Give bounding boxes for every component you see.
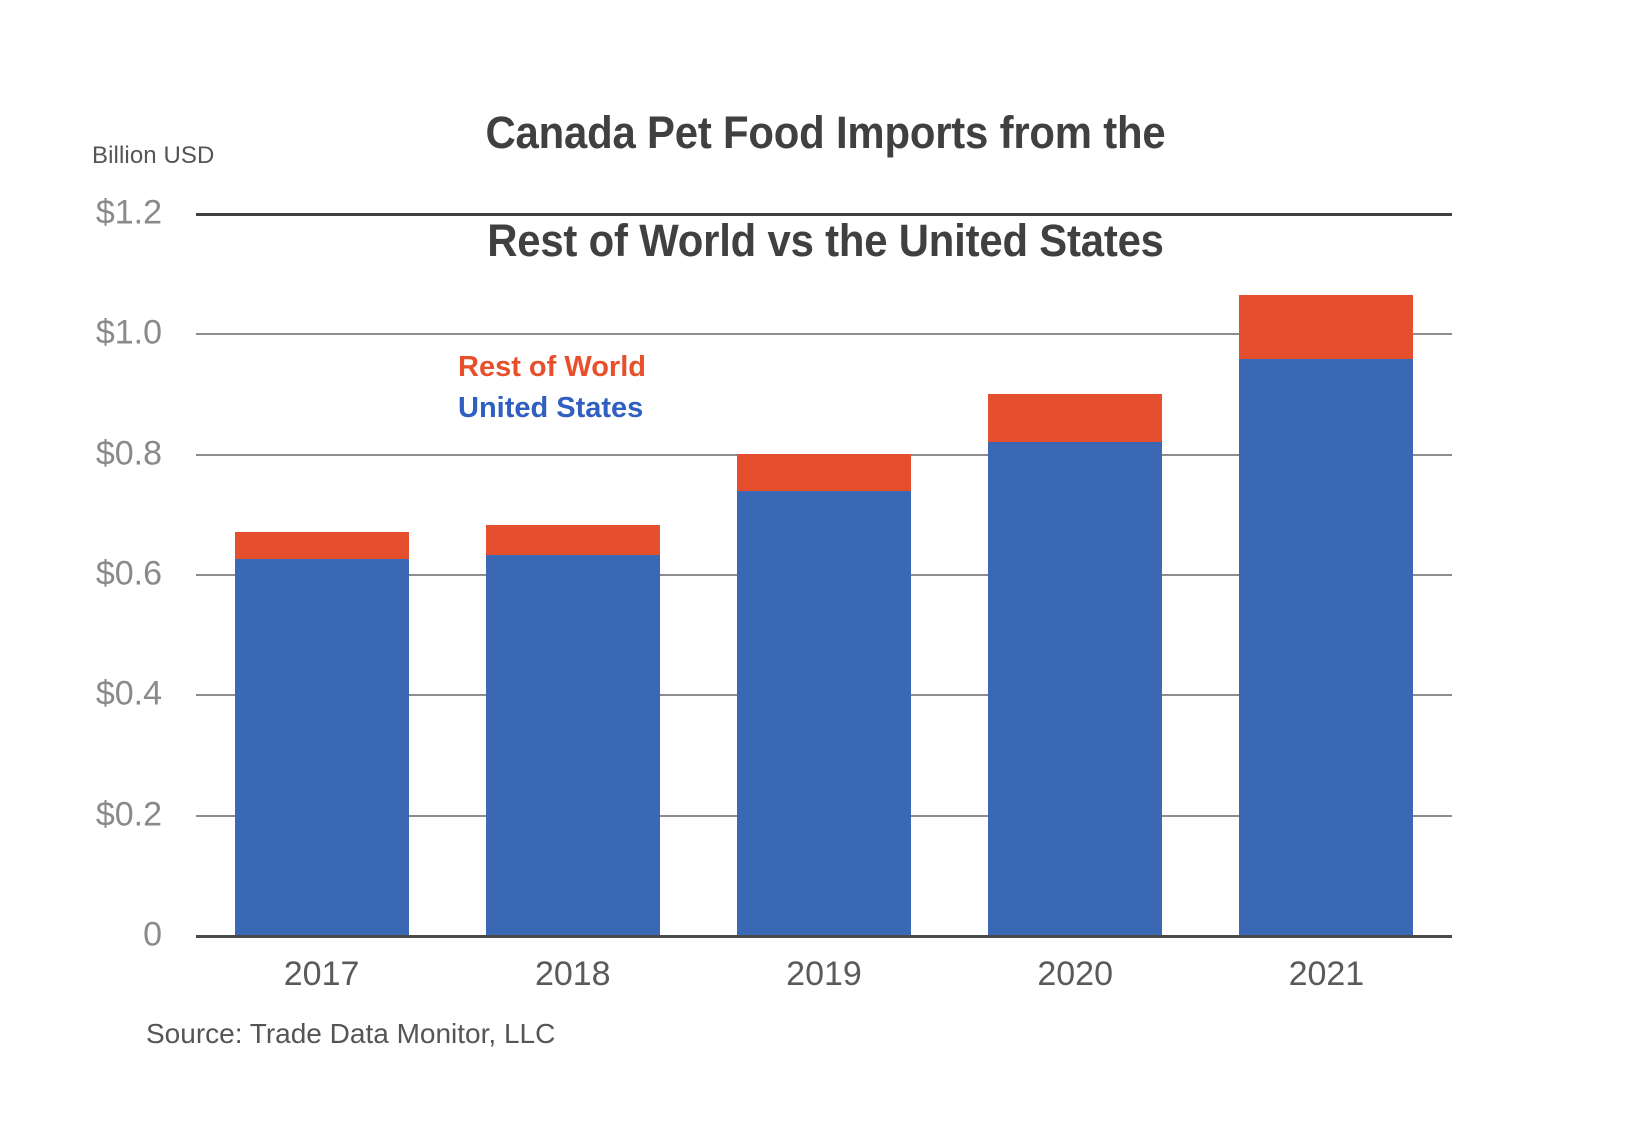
bar-2020[interactable] (988, 393, 1163, 935)
bar-2018[interactable] (485, 524, 660, 935)
bar-segment-united-states[interactable] (485, 554, 660, 935)
bar-2017[interactable] (234, 531, 409, 935)
bar-segment-united-states[interactable] (988, 441, 1163, 935)
plot-area: $1.2 $1.0 $0.8 $0.6 $0.4 $0.2 0 2017 2018 2019 20… (96, 194, 1452, 993)
legend-item-united-states[interactable]: United States (458, 392, 644, 424)
source-note: Source: Trade Data Monitor, LLC (146, 1018, 556, 1049)
legend-item-rest-of-world[interactable]: Rest of World (458, 351, 646, 383)
gridline-0 (196, 935, 1452, 938)
bar-segment-united-states[interactable] (1239, 358, 1414, 935)
y-tick-label: 0 (143, 915, 162, 954)
page-title-line-1: Canada Pet Food Imports from the (485, 107, 1166, 158)
gridline-12 (196, 213, 1452, 216)
y-tick-label: $0.4 (95, 674, 162, 713)
y-tick-label: $0.2 (95, 795, 162, 834)
legend: Rest of World United States (458, 347, 646, 429)
y-tick-label: $1.0 (95, 313, 162, 352)
bar-segment-united-states[interactable] (234, 558, 409, 935)
x-tick-label-2017: 2017 (283, 955, 360, 993)
page-title-line-2: Rest of World vs the United States (487, 215, 1164, 266)
bar-segment-rest-of-world[interactable] (988, 393, 1163, 442)
x-tick-label-2018: 2018 (534, 955, 611, 993)
y-axis-unit-label: Billion USD (92, 142, 215, 169)
x-tick-label-2020: 2020 (1037, 955, 1113, 993)
bar-segment-united-states[interactable] (737, 490, 911, 935)
y-tick-label: $0.8 (95, 434, 162, 473)
bar-segment-rest-of-world[interactable] (234, 531, 409, 559)
x-tick-label-2021: 2021 (1288, 955, 1365, 993)
bar-segment-rest-of-world[interactable] (737, 453, 911, 491)
x-tick-label-2019: 2019 (786, 955, 862, 993)
bar-segment-rest-of-world[interactable] (485, 524, 660, 555)
y-tick-label: $0.6 (95, 554, 162, 593)
bar-segment-rest-of-world[interactable] (1239, 295, 1414, 359)
y-tick-label: $1.2 (95, 193, 162, 232)
gridline-10 (196, 333, 1452, 336)
bar-2021[interactable] (1239, 295, 1414, 935)
page-title: Canada Pet Food Imports from the Rest of… (58, 52, 1593, 322)
bar-2019[interactable] (737, 453, 911, 935)
